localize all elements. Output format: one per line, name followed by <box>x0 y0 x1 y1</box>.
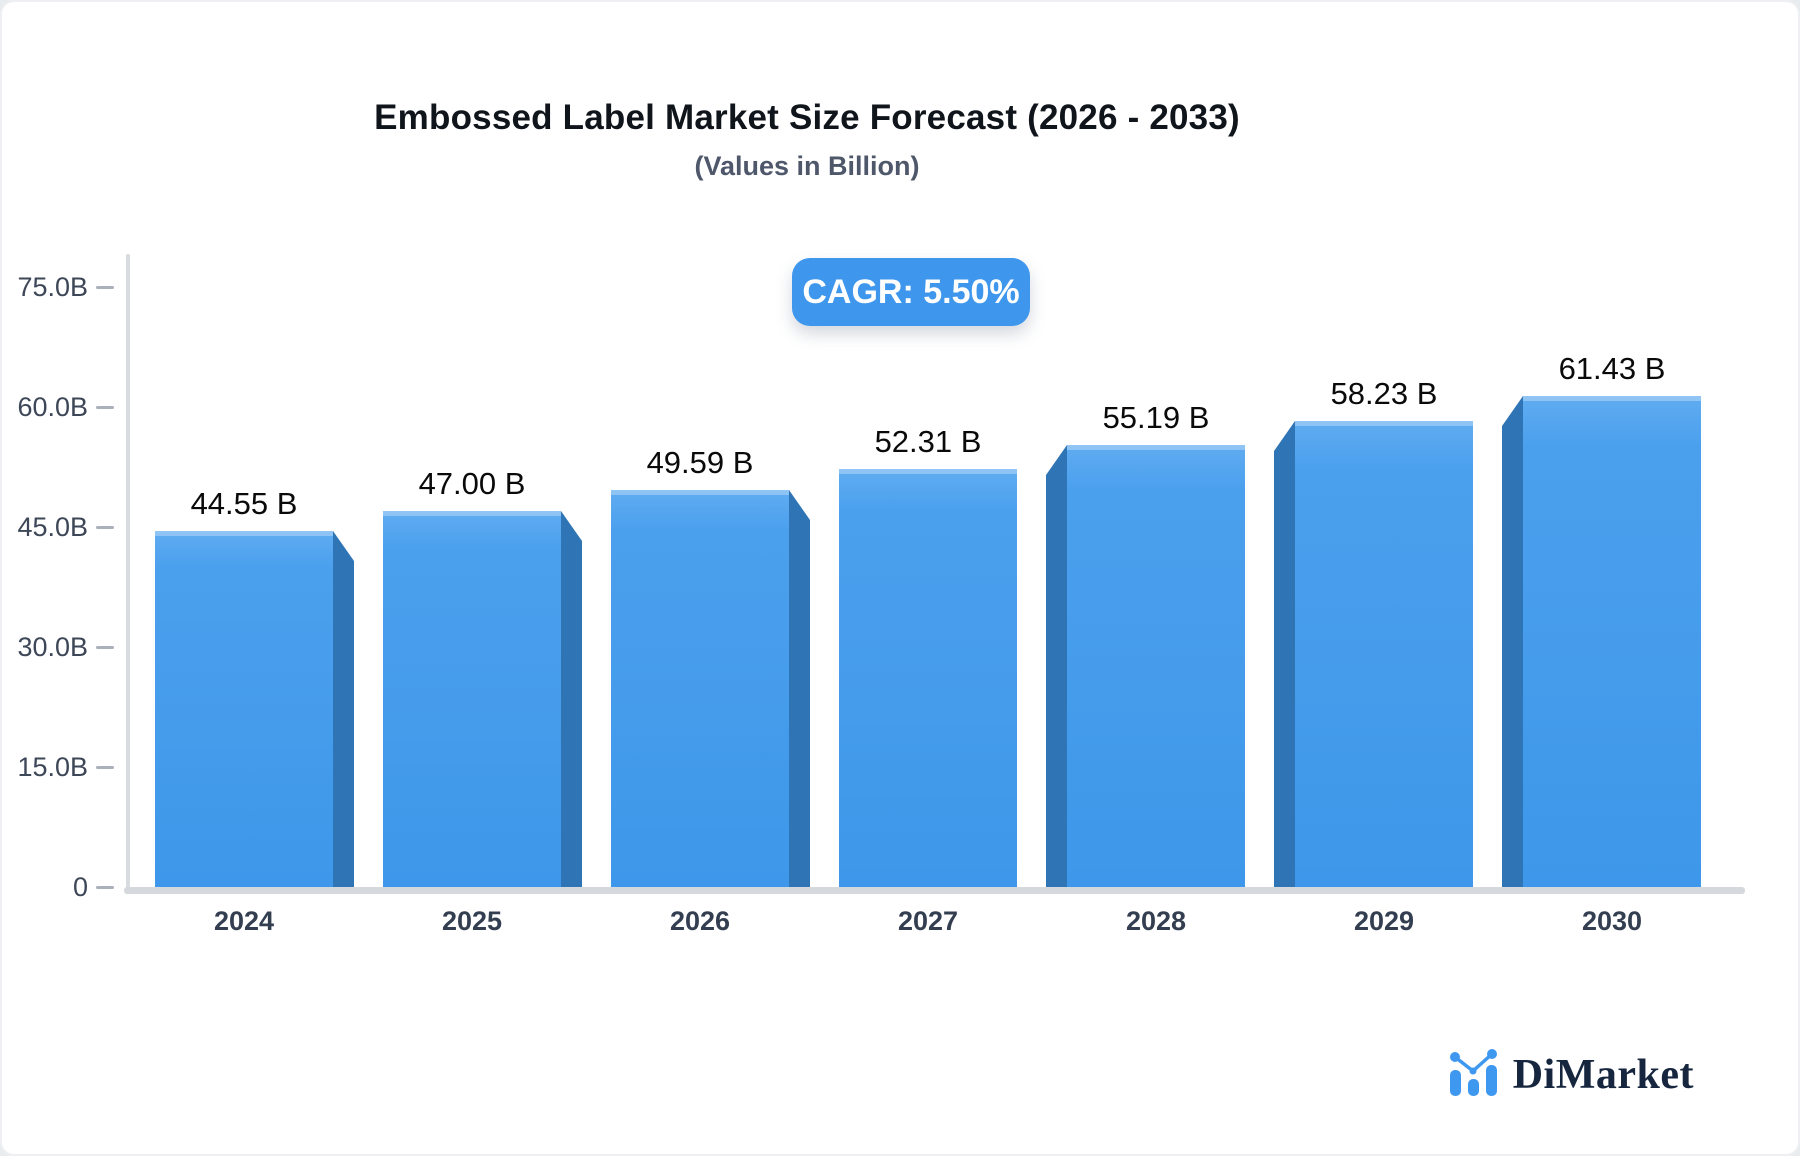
y-axis-tick <box>96 286 114 289</box>
bar-2024[interactable] <box>155 531 333 887</box>
bar-value-label-2027: 52.31 B <box>874 424 982 459</box>
cagr-badge: CAGR: 5.50% <box>792 258 1030 326</box>
bar-side-2026[interactable] <box>789 490 810 887</box>
bar-value-label-2029: 58.23 B <box>1330 376 1438 411</box>
bar-value-label-2025: 47.00 B <box>418 466 526 501</box>
x-tick-label-2028: 2028 <box>1125 906 1187 936</box>
x-tick-label-2030: 2030 <box>1581 906 1643 936</box>
y-axis-tick-label: 15.0B <box>17 752 88 782</box>
bar-side-2030[interactable] <box>1502 396 1523 887</box>
y-axis-tick <box>96 646 114 649</box>
bar-value-label-2030: 61.43 B <box>1558 351 1666 386</box>
bar-2025[interactable] <box>383 511 561 887</box>
y-axis-tick-label: 30.0B <box>17 632 88 662</box>
y-axis-tick-label: 75.0B <box>17 272 88 302</box>
bar-side-2024[interactable] <box>333 531 354 887</box>
x-tick-label-2024: 2024 <box>213 906 275 936</box>
bar-side-2029[interactable] <box>1274 421 1295 887</box>
x-tick-label-2025: 2025 <box>441 906 503 936</box>
bar-2027[interactable] <box>839 469 1017 887</box>
y-axis-tick <box>96 406 114 409</box>
bar-2029[interactable] <box>1295 421 1473 887</box>
bar-side-2028[interactable] <box>1046 445 1067 887</box>
y-axis-tick-label: 45.0B <box>17 512 88 542</box>
y-axis-tick-label: 0 <box>72 872 88 902</box>
brand-logo-text: DiMarket <box>1512 1052 1694 1098</box>
y-axis-tick <box>96 766 114 769</box>
x-tick-label-2027: 2027 <box>897 906 959 936</box>
bar-value-label-2024: 44.55 B <box>190 486 298 521</box>
x-tick-label-2026: 2026 <box>669 906 731 936</box>
bar-2030[interactable] <box>1523 396 1701 887</box>
x-axis-line <box>124 887 1745 894</box>
bar-value-label-2026: 49.59 B <box>646 445 754 480</box>
y-axis-tick <box>96 886 114 889</box>
y-axis-line <box>126 254 130 891</box>
brand-logo: DiMarket <box>1449 1048 1694 1096</box>
y-axis-tick-label: 60.0B <box>17 392 88 422</box>
brand-logo-icon <box>1449 1049 1497 1096</box>
bar-value-label-2028: 55.19 B <box>1102 400 1210 435</box>
chart-subtitle: (Values in Billion) <box>694 151 920 181</box>
chart-title: Embossed Label Market Size Forecast (202… <box>374 98 1240 137</box>
bar-2026[interactable] <box>611 490 789 887</box>
bar-side-2025[interactable] <box>561 511 582 887</box>
bar-2028[interactable] <box>1067 445 1245 887</box>
y-axis-tick <box>96 526 114 529</box>
x-tick-label-2029: 2029 <box>1353 906 1415 936</box>
